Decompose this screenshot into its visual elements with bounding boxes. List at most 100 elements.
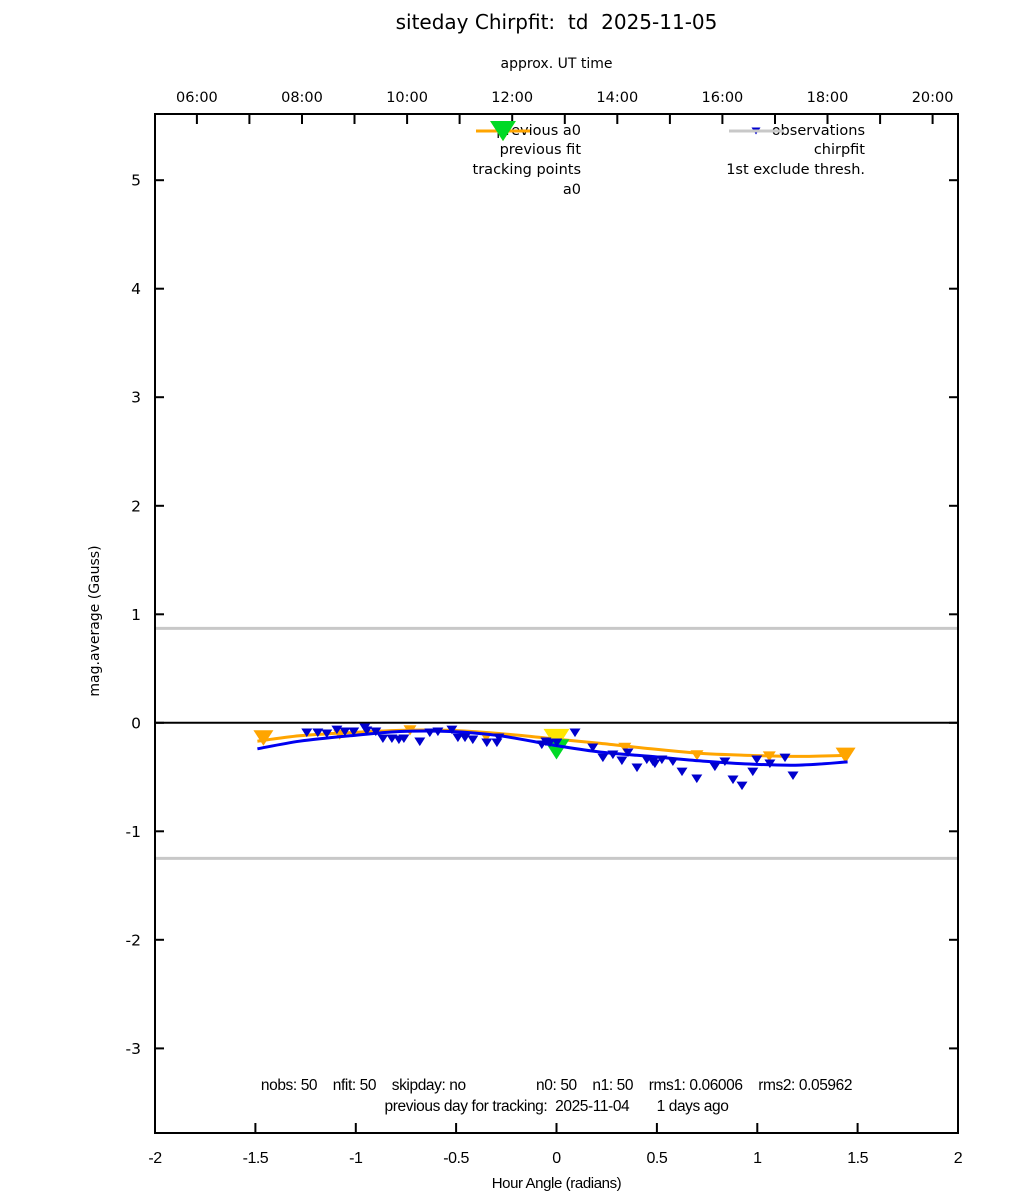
- observations-marker: [747, 767, 759, 777]
- legend-entry-label: a0: [562, 181, 581, 198]
- observations-marker: [764, 759, 776, 769]
- bottom-axis-tick-label: -2: [148, 1150, 162, 1167]
- observations-marker: [727, 775, 739, 785]
- observations-marker: [312, 728, 324, 738]
- bottom-axis-tick-label: -1: [349, 1150, 363, 1167]
- top-axis-tick-label: 14:00: [596, 90, 638, 106]
- bottom-axis-title: Hour Angle (radians): [491, 1175, 622, 1192]
- observations-marker: [616, 756, 628, 766]
- observations-marker: [361, 726, 373, 736]
- tracking-points-marker: [618, 742, 632, 753]
- observations-marker: [424, 728, 436, 738]
- legend-entry-label: observations: [771, 122, 865, 139]
- observations-marker: [493, 733, 505, 743]
- tracking-points-marker: [835, 747, 856, 764]
- tracking-info-line: previous day for tracking: 2025-11-04 1 …: [384, 1098, 729, 1115]
- legend-swatch-box: [475, 129, 653, 160]
- legend-swatch-box: [729, 129, 937, 180]
- observations-marker: [787, 771, 799, 780]
- observations-marker: [544, 738, 556, 748]
- legend-swatch-box: [729, 129, 937, 160]
- bottom-axis-tick-label: -0.5: [443, 1150, 469, 1167]
- observations-marker: [656, 755, 668, 765]
- tracking-points-marker: [690, 750, 704, 761]
- left-axis-tick-label: -1: [126, 823, 141, 841]
- observations-marker: [569, 728, 581, 738]
- observations-marker: [719, 757, 731, 766]
- observations-marker: [491, 738, 503, 748]
- chart-title: siteday Chirpfit: td 2025-11-05: [395, 10, 718, 34]
- observations-marker: [709, 762, 721, 772]
- left-axis-tick-label: 1: [131, 606, 141, 624]
- top-axis-tick-label: 16:00: [702, 90, 744, 106]
- legend-entry-a0: a0: [473, 121, 653, 200]
- bottom-axis-tick-label: 1: [753, 1150, 762, 1167]
- top-axis-tick-label: 06:00: [176, 90, 218, 106]
- top-axis-tick-label: 10:00: [386, 90, 428, 106]
- legend-entry-label: tracking points: [472, 161, 581, 178]
- legend-swatch-box: [496, 125, 653, 180]
- observations-marker: [676, 767, 688, 777]
- observations-marker: [467, 735, 479, 745]
- left-axis-tick-label: 4: [131, 280, 141, 298]
- tracking-points-marker: [762, 751, 776, 762]
- observations-marker: [691, 774, 703, 784]
- observations-marker: [481, 738, 493, 748]
- observations-marker: [597, 753, 609, 763]
- legend-swatch-box: [489, 121, 653, 200]
- observations-marker: [446, 725, 458, 735]
- legend-swatch-box: [489, 121, 653, 141]
- observations-marker: [452, 733, 464, 743]
- observations-marker: [370, 727, 382, 737]
- observations-marker: [649, 759, 661, 769]
- legend-entry-label: previous fit: [499, 142, 581, 159]
- legend-right-column: observations chirpfit 1st exclude thresh.: [726, 121, 937, 180]
- observations-marker: [377, 734, 389, 743]
- bottom-axis-tick-label: 0: [552, 1150, 561, 1167]
- observations-marker: [321, 729, 333, 738]
- bottom-axis-tick-label: -1.5: [243, 1150, 269, 1167]
- observations-marker: [587, 743, 599, 752]
- left-axis-tick-label: 0: [131, 714, 141, 732]
- top-axis-tick-label: 18:00: [807, 90, 849, 106]
- left-axis-tick-label: 5: [131, 172, 141, 190]
- observations-marker: [551, 738, 563, 748]
- left-axis-tick-label: 3: [131, 389, 141, 407]
- observations-marker: [432, 727, 444, 737]
- top-axis-tick-label: 20:00: [912, 90, 954, 106]
- legend-entry-label: chirpfit: [813, 142, 865, 159]
- legend-swatch: [489, 121, 516, 141]
- fit-stats-line: nobs: 50 nfit: 50 skipday: no n0: 50 n1:…: [260, 1077, 853, 1094]
- legend-entry-chirpfit: chirpfit: [726, 129, 937, 161]
- legend-swatch: [729, 129, 784, 133]
- observations-marker: [667, 757, 679, 766]
- legend-swatch-box: [751, 121, 937, 141]
- tracking-points-marker: [253, 730, 274, 746]
- top-axis-tick-label: 12:00: [491, 90, 533, 106]
- observations-marker: [779, 753, 791, 763]
- legend-left-column: previous a0 previous fit tracking points a0: [473, 121, 653, 199]
- bottom-axis-tick-label: 2: [954, 1150, 963, 1167]
- observations-marker: [301, 728, 313, 738]
- bottom-axis-tick-label: 1.5: [847, 1150, 868, 1167]
- observations-marker: [348, 727, 360, 737]
- left-axis-tick-label: -3: [126, 1040, 141, 1058]
- legend-entry-1st-exclude-thresh-: 1st exclude thresh.: [726, 129, 937, 180]
- observations-marker: [736, 781, 748, 791]
- observations-marker: [339, 727, 351, 737]
- top-axis-tick-label: 08:00: [281, 90, 323, 106]
- observations-marker: [414, 737, 426, 747]
- left-axis-tick-label: -2: [126, 931, 141, 949]
- observations-marker: [751, 755, 763, 765]
- bottom-axis-tick-label: 0.5: [647, 1150, 668, 1167]
- observations-marker: [631, 763, 643, 773]
- left-axis-title: mag.average (Gauss): [87, 545, 103, 697]
- legend-entry-previous-fit: previous fit: [473, 129, 653, 161]
- observations-marker: [607, 750, 619, 760]
- observations-marker: [622, 748, 634, 757]
- legend-entry-tracking-points: tracking points: [472, 125, 653, 180]
- left-axis-tick-label: 2: [131, 497, 141, 515]
- top-axis-title: approx. UT time: [500, 56, 613, 72]
